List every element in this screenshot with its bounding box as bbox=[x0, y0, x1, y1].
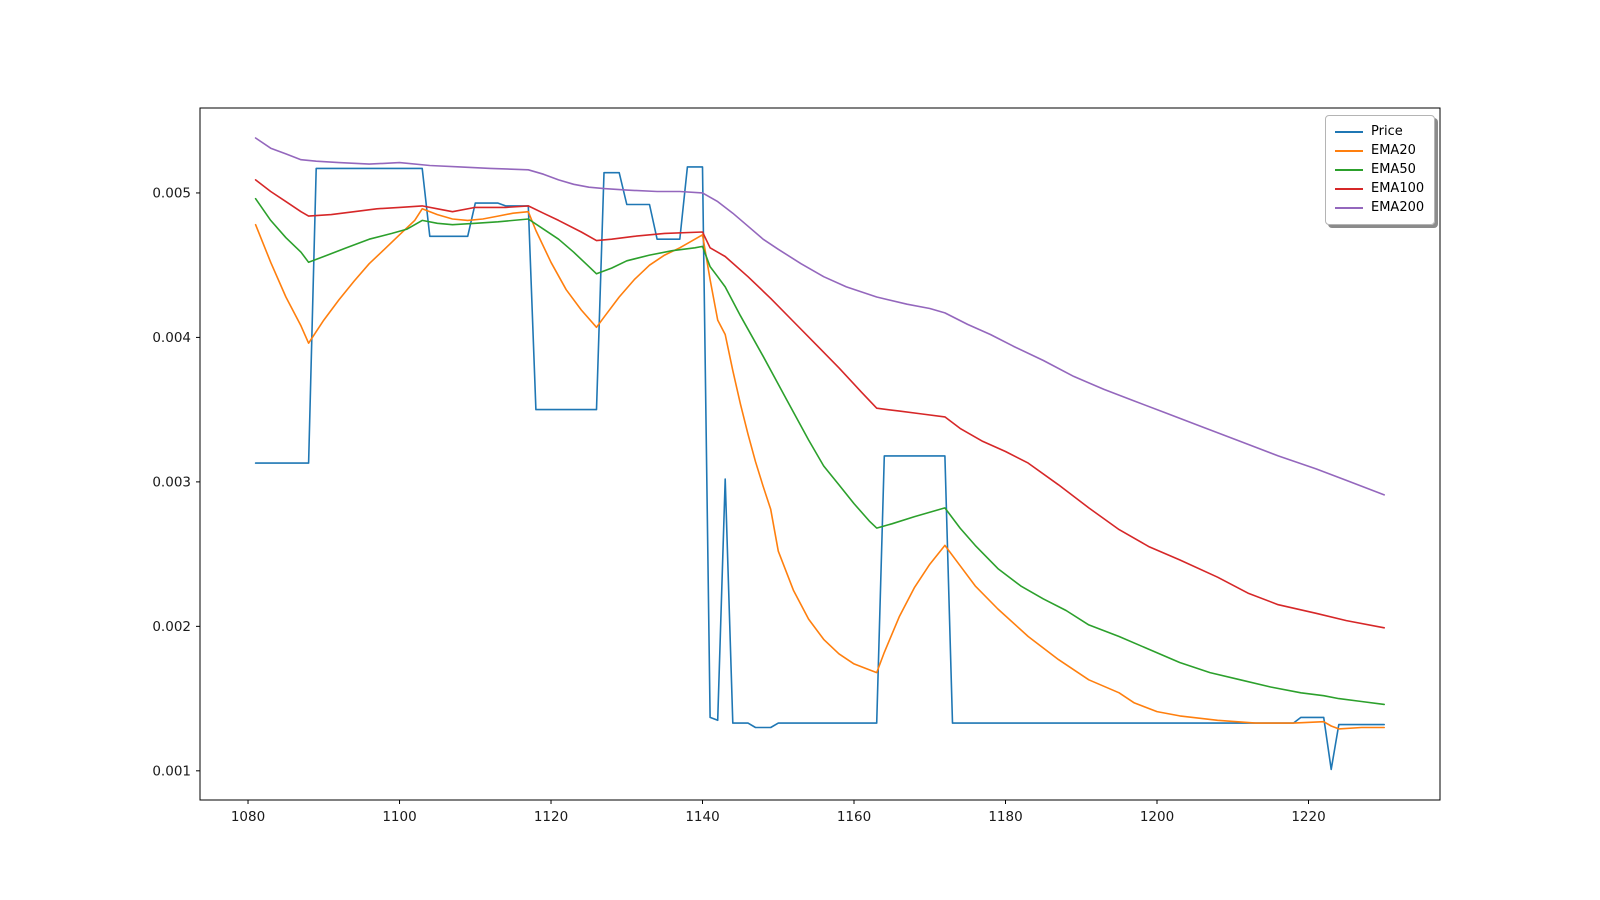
ema20-line-sample bbox=[1335, 150, 1363, 152]
x-tick-label: 1140 bbox=[685, 809, 719, 825]
ema200-line bbox=[254, 137, 1385, 496]
legend-label-ema200: EMA200 bbox=[1371, 200, 1425, 215]
x-tick-label: 1180 bbox=[988, 809, 1022, 825]
y-tick-label: 0.001 bbox=[152, 763, 191, 779]
ema20-line bbox=[254, 208, 1385, 730]
ema50-line-sample bbox=[1335, 169, 1363, 171]
ema100-line bbox=[254, 179, 1385, 629]
price-line bbox=[254, 166, 1385, 771]
y-tick-label: 0.004 bbox=[152, 330, 191, 346]
x-tick-label: 1120 bbox=[534, 809, 568, 825]
legend-item-ema200: EMA200 bbox=[1335, 199, 1425, 217]
price-line-sample bbox=[1335, 131, 1363, 133]
x-tick-label: 1200 bbox=[1140, 809, 1174, 825]
legend-item-ema50: EMA50 bbox=[1335, 161, 1425, 179]
legend-label-ema100: EMA100 bbox=[1371, 181, 1425, 196]
legend: Price EMA20 EMA50 EMA100 EMA200 bbox=[1325, 115, 1435, 225]
y-tick-label: 0.003 bbox=[152, 474, 191, 490]
legend-item-price: Price bbox=[1335, 123, 1425, 141]
x-tick-label: 1100 bbox=[382, 809, 416, 825]
plot-frame bbox=[199, 107, 1441, 801]
legend-label-ema50: EMA50 bbox=[1371, 162, 1416, 177]
ema50-line bbox=[254, 197, 1385, 706]
legend-item-ema20: EMA20 bbox=[1335, 142, 1425, 160]
x-tick-label: 1220 bbox=[1291, 809, 1325, 825]
ema100-line-sample bbox=[1335, 188, 1363, 190]
x-tick-label: 1080 bbox=[231, 809, 265, 825]
y-tick-label: 0.005 bbox=[152, 185, 191, 201]
legend-label-ema20: EMA20 bbox=[1371, 143, 1416, 158]
y-tick-label: 0.002 bbox=[152, 619, 191, 635]
legend-label-price: Price bbox=[1371, 124, 1403, 139]
x-tick-label: 1160 bbox=[837, 809, 871, 825]
ema200-line-sample bbox=[1335, 207, 1363, 209]
legend-item-ema100: EMA100 bbox=[1335, 180, 1425, 198]
